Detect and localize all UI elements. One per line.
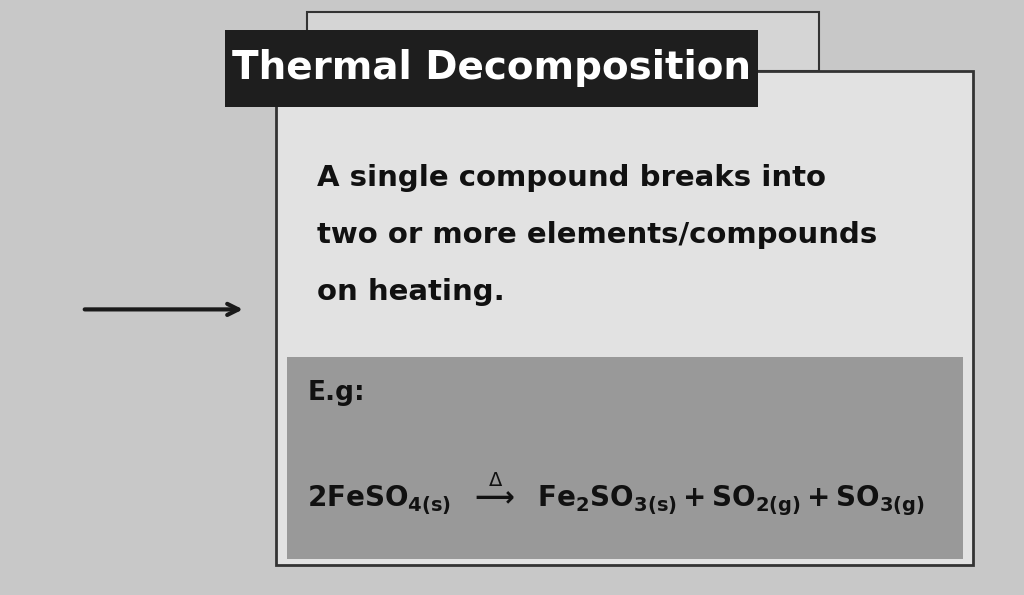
Text: two or more elements/compounds: two or more elements/compounds	[317, 221, 878, 249]
Text: on heating.: on heating.	[317, 277, 505, 306]
FancyBboxPatch shape	[225, 30, 758, 107]
FancyBboxPatch shape	[287, 357, 963, 559]
Text: Thermal Decomposition: Thermal Decomposition	[232, 49, 751, 87]
FancyBboxPatch shape	[307, 12, 819, 71]
Text: $\mathbf{2FeSO_{4(s)}}$  $\overset{\Delta}{\mathbf{\longrightarrow}}$  $\mathbf{: $\mathbf{2FeSO_{4(s)}}$ $\overset{\Delta…	[307, 470, 925, 518]
Text: A single compound breaks into: A single compound breaks into	[317, 164, 826, 193]
Text: E.g:: E.g:	[307, 380, 365, 406]
FancyBboxPatch shape	[276, 71, 973, 565]
